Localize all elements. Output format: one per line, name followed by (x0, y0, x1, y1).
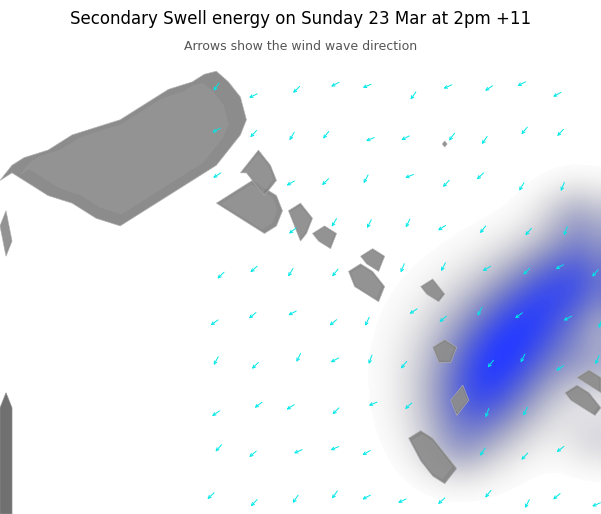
Polygon shape (412, 434, 453, 479)
Polygon shape (577, 370, 601, 393)
Polygon shape (433, 340, 457, 362)
Polygon shape (579, 372, 599, 391)
Polygon shape (442, 141, 447, 147)
Polygon shape (240, 150, 276, 195)
Polygon shape (362, 250, 382, 269)
Polygon shape (290, 206, 311, 238)
Polygon shape (313, 226, 337, 249)
Polygon shape (243, 154, 273, 192)
Polygon shape (0, 71, 246, 226)
Polygon shape (19, 83, 228, 214)
Text: Secondary Swell energy on Sunday 23 Mar at 2pm +11: Secondary Swell energy on Sunday 23 Mar … (70, 10, 531, 28)
Polygon shape (361, 249, 385, 271)
Polygon shape (452, 387, 468, 413)
Text: Arrows show the wind wave direction: Arrows show the wind wave direction (184, 40, 417, 52)
Polygon shape (0, 393, 12, 514)
Polygon shape (567, 387, 598, 413)
Polygon shape (451, 385, 469, 415)
Polygon shape (442, 141, 447, 146)
Polygon shape (565, 385, 601, 415)
Polygon shape (349, 264, 385, 302)
Polygon shape (314, 227, 334, 247)
Polygon shape (288, 203, 313, 241)
Polygon shape (422, 281, 442, 300)
Polygon shape (409, 431, 457, 484)
Polygon shape (351, 266, 382, 299)
Polygon shape (0, 211, 12, 256)
Polygon shape (216, 180, 282, 233)
Polygon shape (421, 279, 445, 302)
Polygon shape (1, 214, 11, 252)
Polygon shape (221, 184, 278, 229)
Polygon shape (434, 341, 454, 361)
